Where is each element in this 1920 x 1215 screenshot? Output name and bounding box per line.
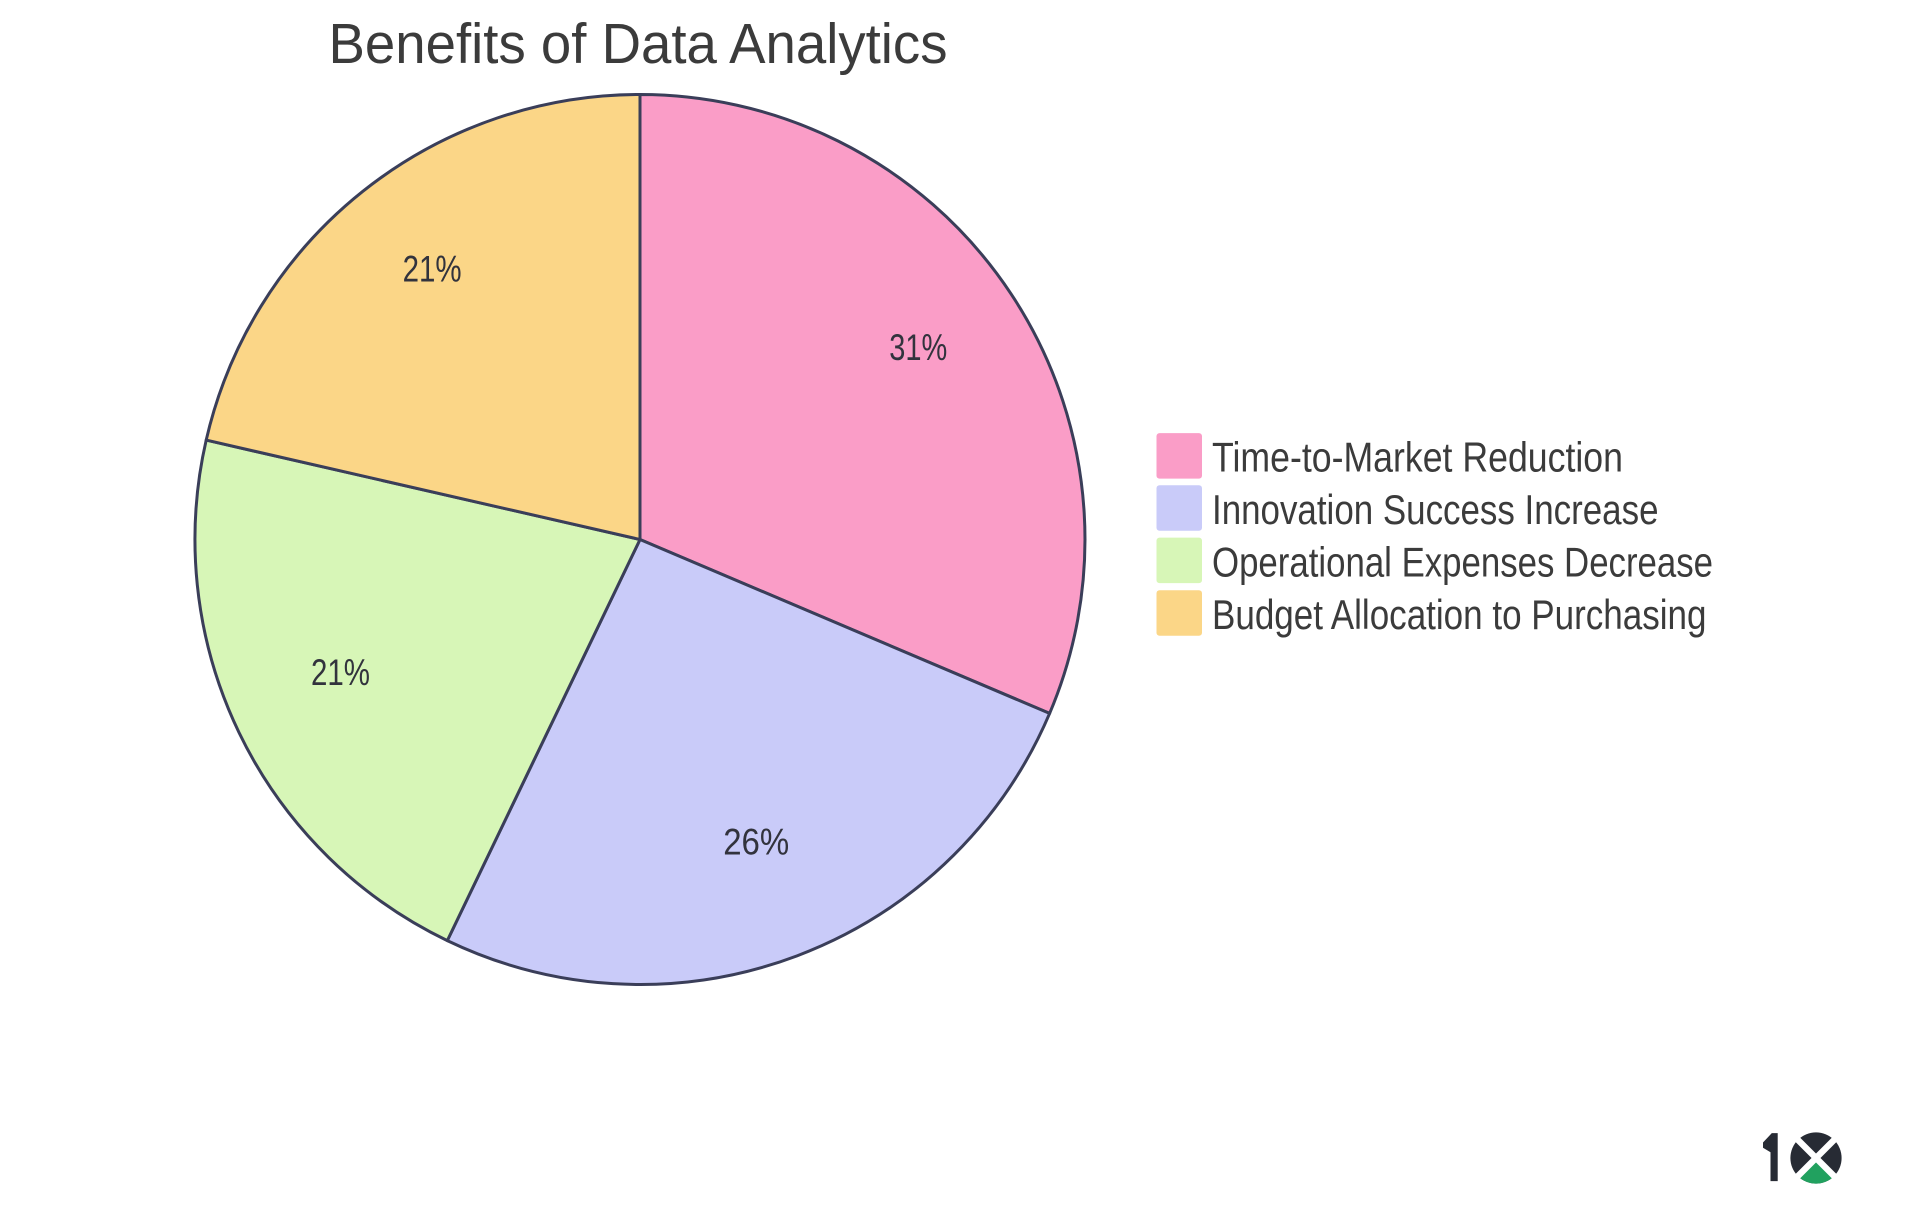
svg-text:Operational Expenses Decrease: Operational Expenses Decrease (1212, 539, 1713, 586)
svg-text:Innovation Success Increase: Innovation Success Increase (1212, 486, 1659, 533)
svg-text:31%: 31% (889, 326, 947, 368)
svg-text:Budget Allocation to Purchasin: Budget Allocation to Purchasing (1212, 591, 1707, 638)
svg-text:Time-to-Market Reduction: Time-to-Market Reduction (1212, 434, 1623, 481)
svg-text:26%: 26% (723, 821, 789, 863)
svg-text:Benefits of Data Analytics: Benefits of Data Analytics (329, 12, 948, 76)
svg-text:21%: 21% (311, 651, 370, 693)
svg-text:21%: 21% (403, 247, 462, 289)
